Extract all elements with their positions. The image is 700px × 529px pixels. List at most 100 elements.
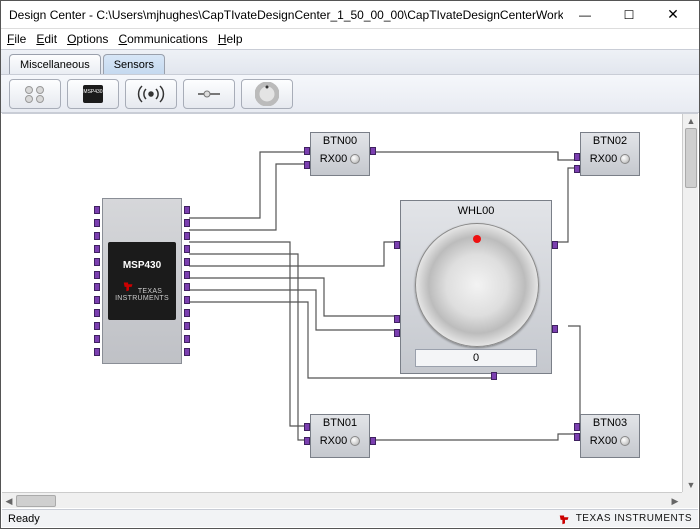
sensor-title: BTN02 (581, 133, 639, 149)
connector-icon (552, 241, 558, 249)
chip-pin (184, 296, 190, 304)
scroll-left-arrow[interactable]: ◀ (2, 493, 16, 509)
title-bar: Design Center - C:\Users\mjhughes\CapTIv… (1, 1, 699, 29)
tool-button-grid[interactable] (9, 79, 61, 109)
scroll-up-arrow[interactable]: ▲ (683, 114, 699, 128)
chip-pin (184, 258, 190, 266)
wheel-title: WHL00 (401, 201, 551, 219)
menu-bar: File Edit Options Communications Help (1, 29, 699, 49)
connector-icon (491, 372, 497, 380)
connector-icon (394, 329, 400, 337)
connector-icon (370, 437, 376, 445)
chip-pin (184, 206, 190, 214)
sensor-wheel[interactable]: WHL00 0 (400, 200, 552, 374)
tab-strip: Miscellaneous Sensors (1, 49, 699, 75)
maximize-button[interactable]: ☐ (607, 2, 651, 28)
connector-icon (304, 423, 310, 431)
sensor-channel: RX00 (320, 435, 348, 447)
connector-icon (394, 315, 400, 323)
ti-logo-icon (122, 279, 136, 293)
connector-icon (370, 147, 376, 155)
chip-pin (94, 296, 100, 304)
close-button[interactable]: ✕ (651, 2, 695, 28)
ti-logo-icon (558, 512, 572, 526)
status-bar: Ready TEXAS INSTRUMENTS (2, 509, 698, 527)
tool-button-wheel[interactable] (241, 79, 293, 109)
connector-icon (552, 325, 558, 333)
tool-button-slider[interactable] (183, 79, 235, 109)
connector-icon (574, 433, 580, 441)
connector-icon (304, 437, 310, 445)
menu-options[interactable]: Options (67, 32, 108, 46)
vertical-scrollbar[interactable]: ▲ ▼ (682, 114, 698, 492)
scroll-thumb[interactable] (685, 128, 697, 188)
wheel-dial[interactable] (415, 223, 539, 347)
chip-pin (94, 245, 100, 253)
connector-icon (394, 241, 400, 249)
chip-pin (184, 219, 190, 227)
indicator-dot (620, 436, 630, 446)
toolbar: MSP430 (1, 75, 699, 113)
sensor-btn00[interactable]: BTN00 RX00 (310, 132, 370, 176)
chip-pin (94, 271, 100, 279)
menu-communications[interactable]: Communications (118, 32, 207, 46)
chip-pin (184, 348, 190, 356)
menu-file[interactable]: File (7, 32, 26, 46)
sensor-btn03[interactable]: BTN03 RX00 (580, 414, 640, 458)
chip-pin (94, 206, 100, 214)
chip-pin (94, 348, 100, 356)
chip-pin (94, 219, 100, 227)
sensor-channel: RX00 (320, 153, 348, 165)
connector-icon (574, 153, 580, 161)
connector-icon (304, 161, 310, 169)
indicator-dot (350, 436, 360, 446)
chip-pin (94, 258, 100, 266)
sensor-btn02[interactable]: BTN02 RX00 (580, 132, 640, 176)
chip-pin (94, 322, 100, 330)
connector-icon (574, 423, 580, 431)
tool-button-chip[interactable]: MSP430 (67, 79, 119, 109)
indicator-dot (620, 154, 630, 164)
chip-pin (184, 271, 190, 279)
scroll-down-arrow[interactable]: ▼ (683, 478, 699, 492)
minimize-button[interactable]: — (563, 2, 607, 28)
connector-icon (574, 165, 580, 173)
chip-pin (184, 322, 190, 330)
wheel-value: 0 (415, 349, 537, 367)
canvas-area: MSP430 TEXAS INSTRUMENTS BTN00 RX00 BTN0… (2, 113, 698, 508)
chip-pin (184, 283, 190, 291)
chip-msp430[interactable]: MSP430 TEXAS INSTRUMENTS (94, 198, 190, 364)
sensor-channel: RX00 (590, 435, 618, 447)
status-text: Ready (8, 513, 40, 525)
chip-pin (94, 283, 100, 291)
scroll-thumb[interactable] (16, 495, 56, 507)
chip-label: MSP430 (123, 260, 161, 271)
chip-pin (94, 309, 100, 317)
menu-help[interactable]: Help (218, 32, 243, 46)
svg-text:MSP430: MSP430 (83, 89, 102, 95)
design-canvas[interactable]: MSP430 TEXAS INSTRUMENTS BTN00 RX00 BTN0… (2, 114, 682, 492)
scroll-right-arrow[interactable]: ▶ (668, 493, 682, 509)
chip-pin (184, 335, 190, 343)
scroll-corner (682, 492, 698, 508)
chip-pin (184, 245, 190, 253)
tab-sensors[interactable]: Sensors (103, 54, 165, 74)
window-title: Design Center - C:\Users\mjhughes\CapTIv… (5, 8, 563, 22)
menu-edit[interactable]: Edit (36, 32, 57, 46)
connector-icon (304, 147, 310, 155)
horizontal-scrollbar[interactable]: ◀ ▶ (2, 492, 682, 508)
sensor-title: BTN03 (581, 415, 639, 431)
tab-miscellaneous[interactable]: Miscellaneous (9, 54, 101, 74)
indicator-dot (350, 154, 360, 164)
sensor-channel: RX00 (590, 153, 618, 165)
chip-sublabel: TEXAS INSTRUMENTS (108, 279, 176, 302)
chip-pin (94, 232, 100, 240)
tool-button-signal[interactable] (125, 79, 177, 109)
sensor-title: BTN01 (311, 415, 369, 431)
brand-text: TEXAS INSTRUMENTS (576, 513, 692, 524)
chip-pin (184, 232, 190, 240)
sensor-btn01[interactable]: BTN01 RX00 (310, 414, 370, 458)
chip-pin (94, 335, 100, 343)
chip-pin (184, 309, 190, 317)
brand-logo: TEXAS INSTRUMENTS (558, 512, 692, 526)
